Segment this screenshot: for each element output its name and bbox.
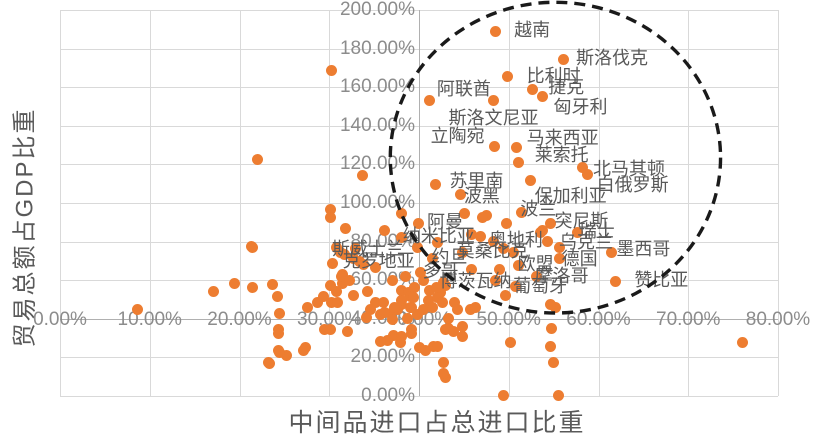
data-point (505, 337, 517, 349)
data-point (443, 312, 455, 324)
data-point (379, 225, 391, 237)
x-tick-label: 30.00% (297, 308, 362, 330)
data-point (365, 304, 377, 316)
data-point (497, 389, 509, 401)
data-point (207, 286, 219, 298)
data-point (457, 331, 469, 343)
data-point-label: 斯威士兰 (331, 239, 404, 260)
data-point (387, 314, 399, 326)
data-point-label: 阿联酋 (436, 79, 491, 100)
data-point (544, 299, 556, 311)
data-point (437, 356, 449, 368)
data-point (437, 367, 449, 379)
data-point (331, 296, 343, 308)
data-point (324, 204, 336, 216)
data-point-label: 赞比亚 (634, 270, 689, 291)
data-point-label: 克罗地亚 (342, 250, 415, 271)
x-tick-label: 20.00% (207, 308, 272, 330)
data-point (552, 389, 564, 401)
data-point (379, 306, 391, 318)
data-point (411, 309, 423, 321)
data-point (382, 334, 394, 346)
data-point (327, 257, 339, 269)
data-point (246, 241, 258, 253)
y-tick-label: 20.00% (350, 346, 415, 368)
grid-line-vertical (778, 10, 779, 396)
data-point (312, 297, 324, 309)
y-tick-label: 200.00% (339, 0, 415, 20)
data-point (336, 271, 348, 283)
data-point (330, 286, 342, 298)
data-point (544, 341, 556, 353)
data-point (396, 331, 408, 343)
data-point (272, 327, 284, 339)
data-point (737, 337, 749, 349)
grid-line-horizontal (60, 396, 778, 397)
data-point (369, 261, 381, 273)
data-point (394, 337, 406, 349)
data-point (347, 289, 359, 301)
data-point (131, 304, 143, 316)
x-tick-label: 60.00% (566, 308, 631, 330)
data-point (280, 349, 292, 361)
data-point (374, 336, 386, 348)
data-point (324, 211, 336, 223)
data-point (267, 278, 279, 290)
data-point (439, 324, 451, 336)
data-point (349, 242, 361, 254)
data-point (262, 356, 274, 368)
data-point (339, 222, 351, 234)
x-tick-label: 0.00% (33, 308, 87, 330)
data-point (362, 286, 374, 298)
data-point (432, 341, 444, 353)
y-tick-label: 0.00% (361, 385, 415, 406)
data-point (548, 356, 560, 368)
data-point (297, 344, 309, 356)
data-point (401, 312, 413, 324)
data-point (377, 296, 389, 308)
data-point (369, 297, 381, 309)
x-tick-label: 80.00% (745, 308, 811, 330)
data-point (436, 297, 448, 309)
x-tick-label: 70.00% (656, 308, 721, 330)
data-point (339, 249, 350, 261)
data-point (274, 308, 286, 320)
x-axis-title: 中间品进口占总进口比重 (288, 409, 586, 437)
x-tick-label: 10.00% (117, 308, 182, 330)
data-point (330, 242, 342, 254)
data-point (406, 327, 418, 339)
data-point (356, 169, 368, 181)
data-point (318, 290, 330, 302)
x-tick-label: 50.00% (476, 308, 541, 330)
data-point-label: 博茨瓦纳 (439, 271, 512, 292)
data-point (344, 274, 356, 286)
y-tick-label: 180.00% (339, 37, 415, 59)
data-point (456, 321, 468, 333)
data-point (354, 256, 366, 268)
data-point (388, 329, 400, 341)
data-point (326, 65, 338, 77)
data-point (324, 279, 336, 291)
data-point (302, 301, 314, 313)
data-point-label: 越南 (514, 20, 551, 41)
data-point (361, 311, 373, 323)
data-point (251, 154, 263, 166)
data-point (347, 253, 359, 265)
data-point (228, 277, 240, 289)
data-point (406, 301, 418, 313)
data-point (408, 292, 420, 304)
data-point (341, 326, 353, 338)
data-point (274, 347, 286, 359)
data-point (271, 291, 283, 303)
data-point (546, 322, 558, 334)
data-point (447, 326, 459, 338)
data-point (337, 277, 349, 289)
data-point (324, 324, 336, 336)
data-point (419, 344, 431, 356)
data-point (247, 282, 259, 294)
